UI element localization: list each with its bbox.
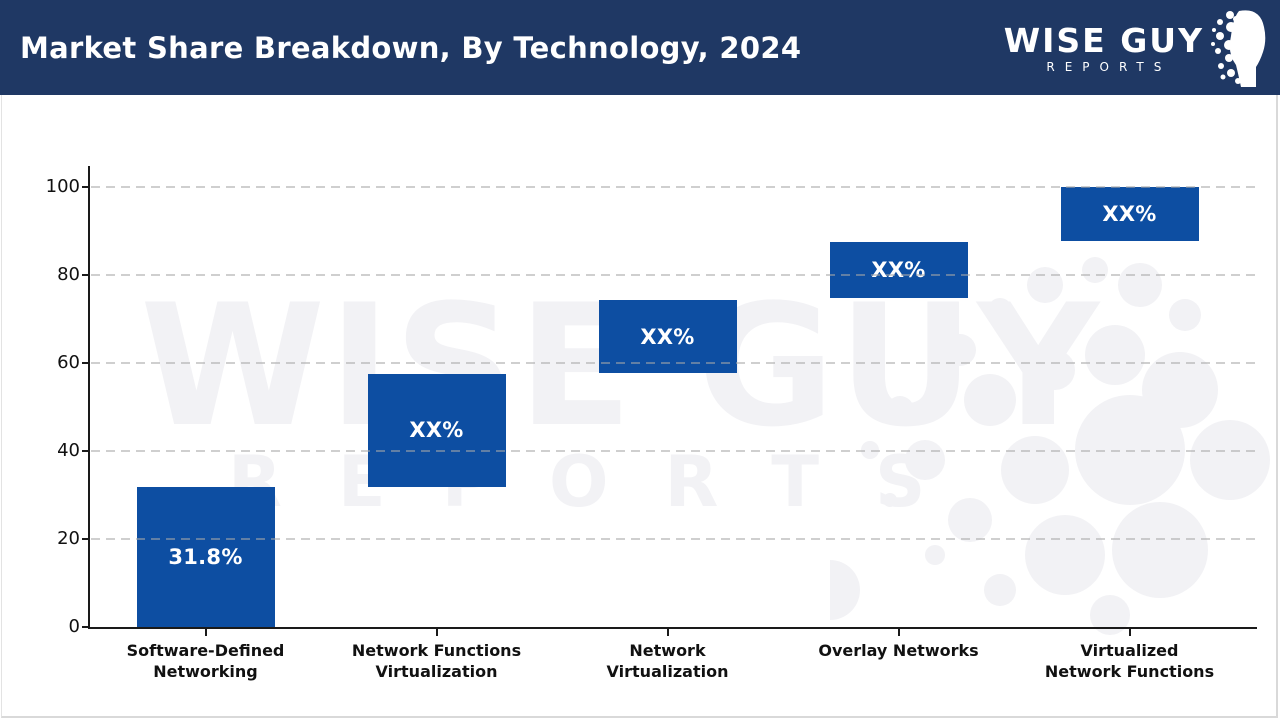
logo-wordmark: WISE GUY	[1003, 20, 1204, 60]
bar-value-label: XX%	[409, 418, 464, 443]
x-category-label: Network Virtualization	[543, 640, 793, 682]
x-category-line: Software-Defined	[126, 641, 285, 660]
y-tick-label: 0	[68, 616, 80, 637]
y-axis-tick	[82, 362, 89, 364]
y-tick-label: 20	[57, 528, 80, 549]
x-axis-tick	[204, 629, 207, 636]
bar: XX%	[367, 374, 506, 487]
y-axis-tick	[82, 626, 89, 628]
x-category-line: Network Functions	[351, 641, 522, 660]
y-tick-label: 40	[57, 440, 80, 461]
brand-logo: WISE GUY REPORTS	[1004, 6, 1266, 90]
x-category-line: Network	[629, 641, 706, 660]
x-axis-tick	[435, 629, 438, 636]
bar-value-label: XX%	[871, 257, 926, 282]
y-axis-tick	[82, 186, 89, 188]
y-tick-label: 80	[57, 264, 80, 285]
logo-subtitle: REPORTS	[1046, 59, 1172, 74]
x-category-line: Network Functions	[1044, 662, 1215, 681]
x-category-line: Virtualization	[375, 662, 498, 681]
x-axis-tick	[1128, 629, 1131, 636]
x-category-line: Networking	[153, 662, 258, 681]
bar: XX%	[598, 300, 737, 374]
x-category-label: Overlay Networks	[774, 640, 1024, 661]
x-category-label: Virtualized Network Functions	[1005, 640, 1255, 682]
x-category-line: Virtualized	[1080, 641, 1179, 660]
x-category-line: Virtualization	[606, 662, 729, 681]
bar: XX%	[829, 242, 968, 298]
x-axis-tick	[666, 629, 669, 636]
x-axis-tick	[897, 629, 900, 636]
bar: 31.8%	[136, 487, 275, 627]
y-axis-tick	[82, 538, 89, 540]
x-category-label: Network Functions Virtualization	[312, 640, 562, 682]
logo-head-icon	[1211, 10, 1266, 87]
grid-line	[91, 274, 1257, 276]
bar-value-label: 31.8%	[168, 545, 243, 570]
watermark-dotted-head	[830, 257, 1270, 635]
grid-line	[91, 362, 1257, 364]
x-category-label: Software-Defined Networking	[81, 640, 331, 682]
x-category-line: Overlay Networks	[818, 641, 979, 660]
bar: XX%	[1060, 187, 1199, 242]
page-title: Market Share Breakdown, By Technology, 2…	[20, 30, 802, 65]
y-tick-label: 100	[45, 176, 80, 197]
bar-value-label: XX%	[640, 324, 695, 349]
grid-line	[91, 538, 1257, 540]
y-axis-line	[88, 166, 90, 629]
grid-line	[91, 450, 1257, 452]
grid-line	[91, 186, 1257, 188]
header-bar: Market Share Breakdown, By Technology, 2…	[0, 0, 1280, 95]
y-axis-tick	[82, 274, 89, 276]
bar-value-label: XX%	[1102, 202, 1157, 227]
x-axis-line	[88, 627, 1257, 629]
watermark-text-reports: REPORTS	[228, 441, 982, 523]
y-tick-label: 60	[57, 352, 80, 373]
y-axis-tick	[82, 450, 89, 452]
